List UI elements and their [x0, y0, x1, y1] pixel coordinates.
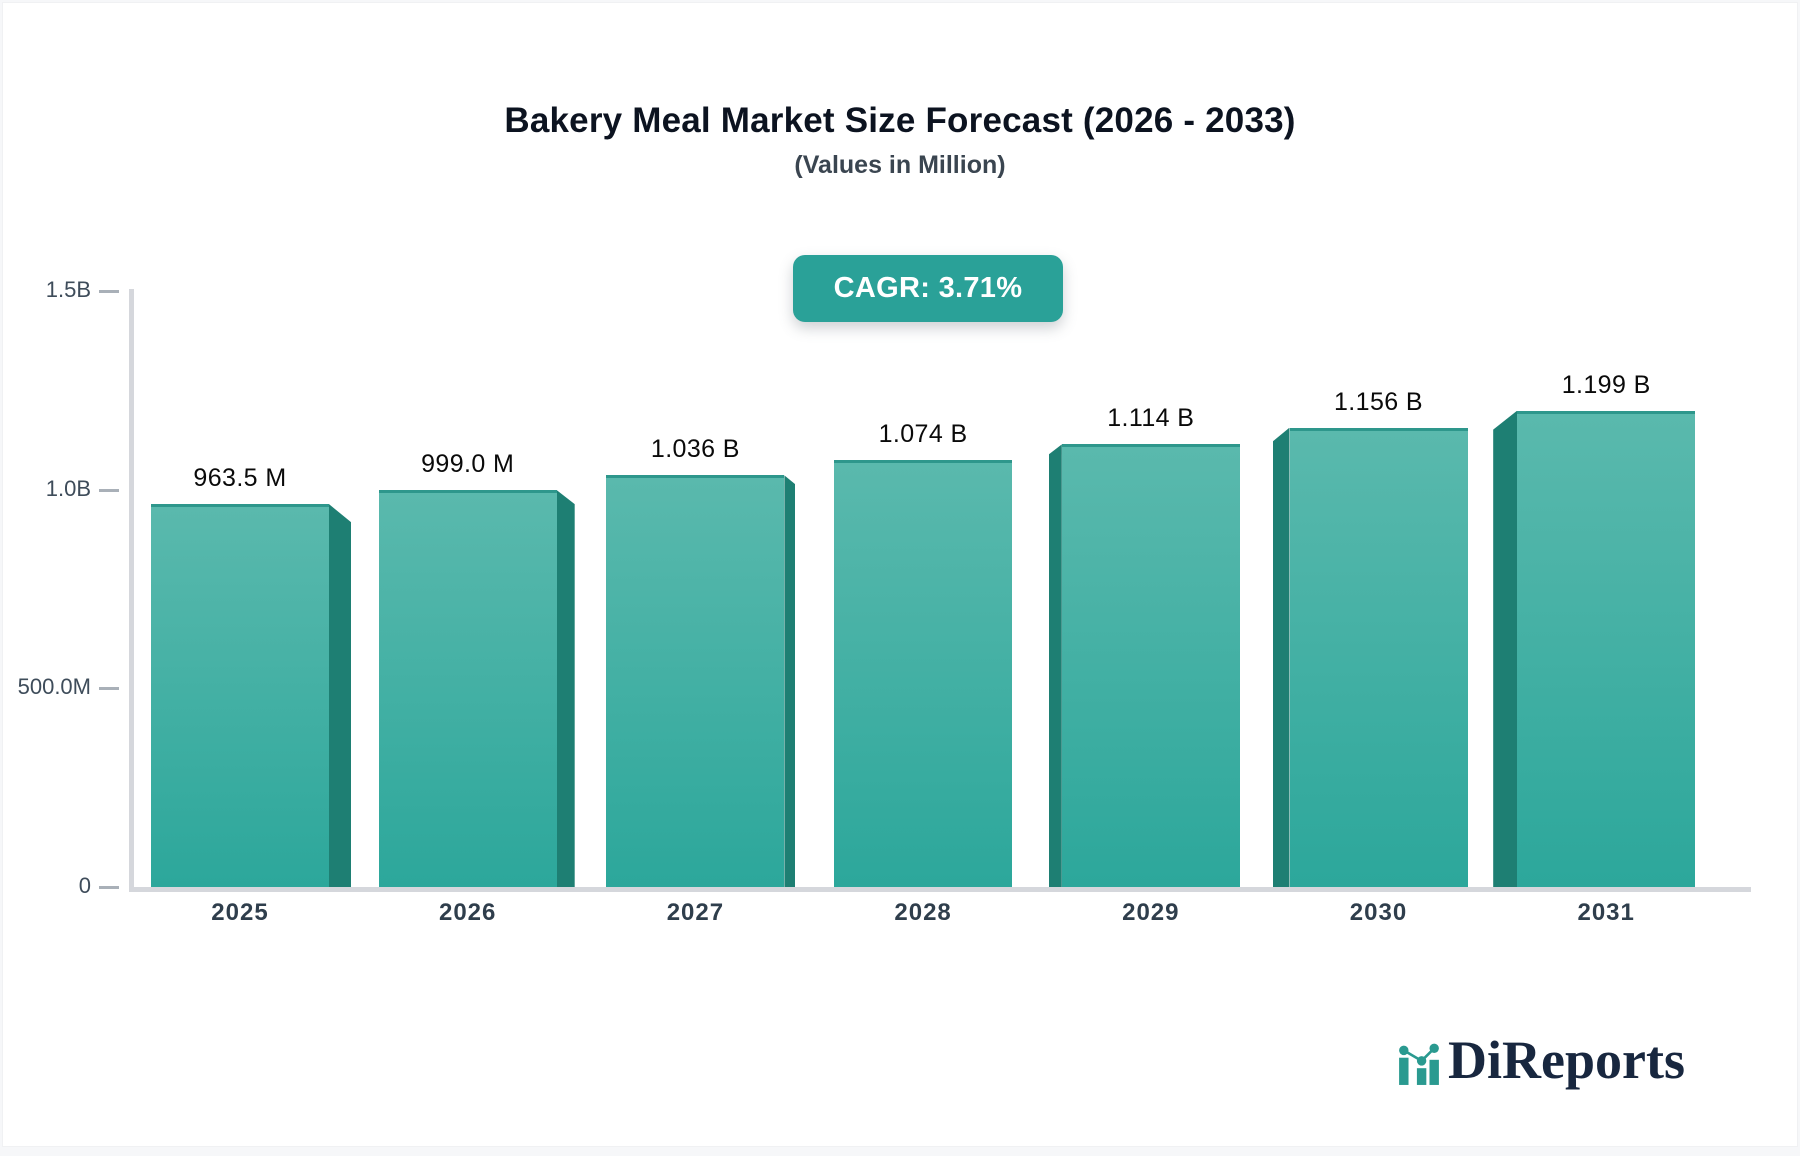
bar-value-label-2026: 999.0 M [421, 450, 515, 479]
bar-chart-trend-icon [1399, 1043, 1439, 1085]
y-tick-mark [99, 290, 119, 293]
bar-side-face-2031 [1493, 410, 1518, 887]
chart-title: Bakery Meal Market Size Forecast (2026 -… [504, 101, 1296, 140]
x-axis-line [129, 887, 1751, 892]
bar-face-2031 [1517, 410, 1696, 887]
x-axis-label-2030: 2030 [1349, 899, 1408, 926]
bar-value-label-2030: 1.156 B [1334, 387, 1423, 416]
chart-subtitle: (Values in Million) [794, 151, 1006, 179]
y-tick-label-500.0M: 500.0M [17, 674, 91, 700]
bar-side-face-2026 [556, 490, 575, 887]
x-axis-label-2025: 2025 [211, 899, 269, 926]
bar-side-face-2029 [1048, 444, 1062, 887]
bar-face-2030 [1289, 427, 1468, 887]
bar-side-face-2027 [784, 475, 796, 887]
chart-stage: Bakery Meal Market Size Forecast (2026 -… [3, 3, 1797, 1146]
y-tick-label-0: 0 [78, 873, 91, 898]
x-axis-label-2028: 2028 [894, 899, 952, 926]
y-tick-label-1.0B: 1.0B [45, 475, 91, 501]
y-tick-label-1.5B: 1.5B [45, 277, 91, 302]
cagr-badge-label: CAGR: 3.71% [833, 272, 1023, 304]
x-axis-label-2026: 2026 [438, 899, 497, 926]
bar-value-label-2031: 1.199 B [1561, 370, 1651, 399]
direports-logo: DiReports [1397, 1030, 1685, 1090]
logo-text: DiReports [1448, 1030, 1685, 1090]
cagr-badge: CAGR: 3.71% [793, 255, 1063, 322]
x-axis-label-2031: 2031 [1577, 899, 1635, 926]
bar-value-label-2028: 1.074 B [878, 420, 968, 449]
bar-face-2028 [834, 460, 1013, 887]
bar-side-face-2030 [1272, 427, 1290, 887]
bar-face-2025 [151, 504, 329, 887]
bar-face-2027 [606, 475, 785, 887]
y-axis-line [129, 289, 134, 892]
y-tick-mark [99, 687, 119, 691]
bar-value-label-2025: 963.5 M [193, 464, 287, 493]
bar-side-face-2025 [329, 504, 351, 887]
bar-face-2029 [1061, 444, 1240, 887]
bar-value-label-2027: 1.036 B [650, 435, 740, 464]
y-tick-mark [99, 886, 119, 889]
x-axis-label-2027: 2027 [666, 899, 725, 926]
bar-face-2026 [378, 490, 557, 887]
x-axis-label-2029: 2029 [1122, 899, 1180, 926]
y-tick-mark [99, 488, 119, 492]
bar-value-label-2029: 1.114 B [1107, 404, 1195, 433]
